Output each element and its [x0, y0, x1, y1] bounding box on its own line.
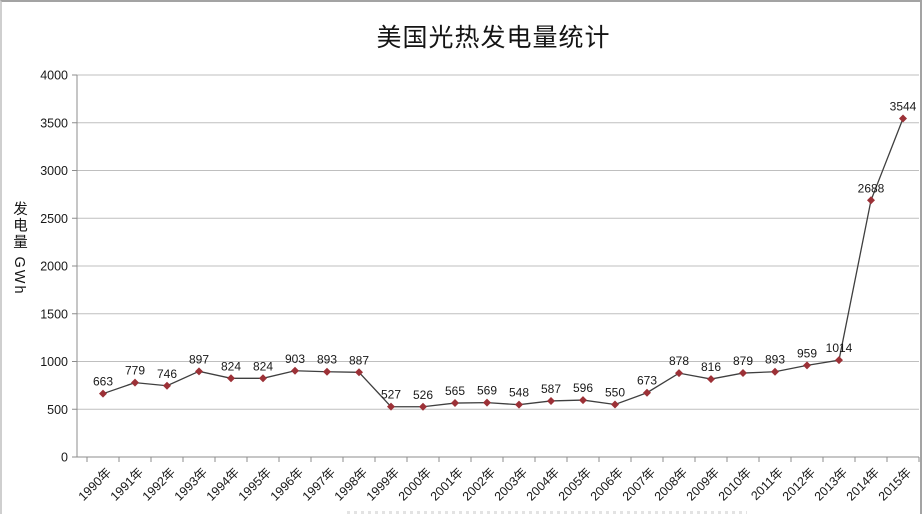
data-label: 587: [541, 382, 561, 396]
data-label: 527: [381, 388, 401, 402]
x-tick-label: 2006年: [588, 465, 626, 503]
data-label: 526: [413, 388, 433, 402]
data-label: 959: [797, 346, 817, 360]
data-point-marker: [419, 402, 427, 411]
y-tick-label: 2500: [40, 212, 68, 226]
x-tick-label: 1993年: [172, 465, 210, 503]
data-point-marker: [835, 356, 843, 365]
x-tick-label: 1997年: [300, 465, 338, 503]
data-point-marker: [771, 367, 779, 376]
data-label: 746: [157, 367, 177, 381]
x-tick-label: 2013年: [812, 465, 850, 503]
data-point-marker: [867, 196, 875, 205]
data-label: 879: [733, 354, 753, 368]
data-label: 1014: [826, 341, 853, 355]
data-point-marker: [739, 369, 747, 378]
x-tick-label: 2008年: [652, 465, 690, 503]
data-point-marker: [291, 366, 299, 375]
data-point-marker: [547, 396, 555, 405]
chart-title: 美国光热发电量统计: [376, 24, 611, 52]
series-line: [102, 118, 904, 408]
data-point-marker: [675, 369, 683, 378]
data-label: 565: [445, 384, 465, 398]
x-tick-label: 1991年: [108, 465, 146, 503]
x-tick-label: 1992年: [140, 465, 178, 503]
x-tick-label: 2010年: [716, 465, 754, 503]
data-label: 903: [285, 352, 305, 366]
data-label: 548: [509, 386, 529, 400]
x-tick-label: 2014年: [844, 465, 882, 503]
data-point-marker: [803, 361, 811, 370]
data-point-marker: [451, 399, 459, 408]
data-label: 887: [349, 353, 369, 367]
x-tick-label: 2001年: [428, 465, 466, 503]
data-point-marker: [99, 389, 107, 398]
x-tick-label: 2005年: [556, 465, 594, 503]
data-point-marker: [483, 398, 491, 407]
data-point-marker: [163, 381, 171, 390]
data-label: 663: [93, 375, 113, 389]
x-tick-label: 1996年: [268, 465, 306, 503]
data-label: 824: [221, 359, 241, 373]
data-label: 3544: [890, 100, 917, 114]
data-label: 2688: [858, 181, 885, 195]
x-tick-label: 2003年: [492, 465, 530, 503]
x-tick-label: 1994年: [204, 465, 242, 503]
data-label: 569: [477, 384, 497, 398]
data-point-marker: [355, 368, 363, 377]
x-tick-label: 2011年: [748, 465, 786, 503]
y-tick-label: 1500: [40, 307, 68, 321]
data-label: 550: [605, 385, 625, 399]
data-label: 893: [317, 353, 337, 367]
data-label: 893: [765, 353, 785, 367]
x-tick-label: 2004年: [524, 465, 562, 503]
y-tick-label: 3000: [40, 164, 68, 178]
x-tick-label: 2009年: [684, 465, 722, 503]
data-label: 673: [637, 374, 657, 388]
data-point-marker: [195, 367, 203, 376]
data-point-marker: [643, 388, 651, 397]
data-label: 824: [253, 359, 273, 373]
x-tick-label: 2002年: [460, 465, 498, 503]
y-axis-title: 发电量 GWh: [11, 201, 27, 296]
data-point-marker: [227, 374, 235, 383]
x-tick-label: 1995年: [236, 465, 274, 503]
y-tick-label: 4000: [40, 69, 68, 83]
data-point-marker: [707, 375, 715, 384]
data-point-marker: [387, 402, 395, 411]
data-point-marker: [515, 400, 523, 409]
x-tick-label: 2000年: [396, 465, 434, 503]
y-tick-label: 0: [61, 451, 68, 465]
data-point-marker: [899, 114, 907, 123]
data-label: 596: [573, 381, 593, 395]
data-label: 878: [669, 354, 689, 368]
x-tick-label: 1990年: [76, 465, 114, 503]
x-tick-label: 1999年: [364, 465, 402, 503]
data-point-marker: [611, 400, 619, 409]
data-point-marker: [323, 367, 331, 376]
y-tick-label: 3500: [40, 116, 68, 130]
data-point-marker: [131, 378, 139, 387]
data-label: 779: [125, 364, 145, 378]
y-tick-label: 2000: [40, 260, 68, 274]
y-tick-label: 500: [47, 403, 68, 417]
x-tick-label: 1998年: [332, 465, 370, 503]
data-label: 897: [189, 352, 209, 366]
data-label: 816: [701, 360, 721, 374]
data-point-marker: [259, 374, 267, 383]
cropped-caption-remnant: [347, 511, 747, 514]
data-point-marker: [579, 396, 587, 405]
x-tick-label: 2015年: [876, 465, 914, 503]
x-tick-label: 2007年: [620, 465, 658, 503]
x-tick-label: 2012年: [780, 465, 818, 503]
y-tick-label: 1000: [40, 355, 68, 369]
